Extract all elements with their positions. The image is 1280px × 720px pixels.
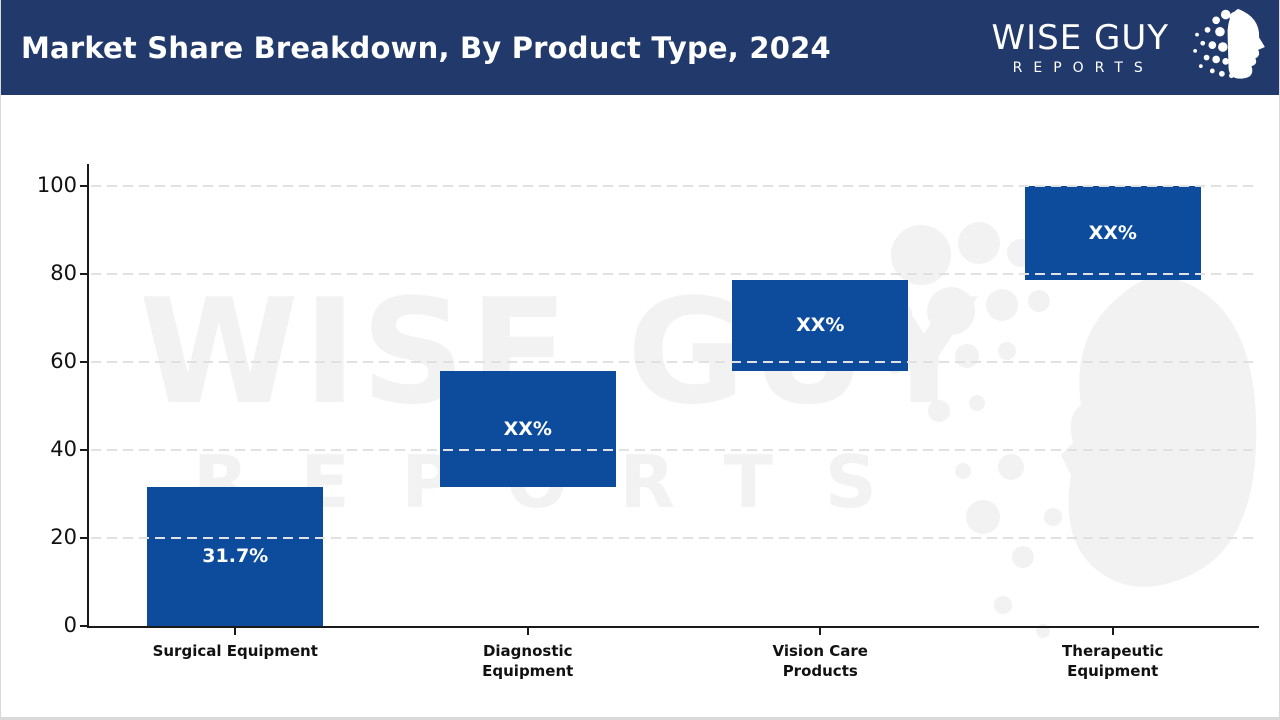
y-tick-mark — [80, 625, 87, 627]
gridline — [91, 537, 1259, 539]
bar-value-label: XX% — [796, 314, 845, 337]
chart-bar — [732, 280, 909, 371]
x-tick-mark — [819, 628, 822, 635]
y-tick-mark — [80, 537, 87, 539]
x-tick-mark — [1111, 628, 1114, 635]
x-axis-line — [87, 626, 1259, 628]
bar-value-label: XX% — [503, 417, 552, 440]
gridline — [91, 449, 1259, 451]
y-tick-mark — [80, 273, 87, 275]
x-axis-category-label: Vision Care Products — [772, 642, 868, 681]
y-tick-mark — [80, 361, 87, 363]
chart-title: Market Share Breakdown, By Product Type,… — [21, 30, 831, 65]
y-tick-mark — [80, 185, 87, 187]
gridline — [91, 361, 1259, 363]
y-axis-tick-label: 60 — [50, 349, 77, 373]
x-tick-mark — [234, 628, 237, 635]
x-tick-mark — [526, 628, 529, 635]
logo-text: WISE GUY REPORTS — [991, 21, 1169, 75]
logo-head-icon — [1193, 8, 1265, 79]
y-axis-tick-label: 20 — [50, 525, 77, 549]
y-axis-line — [87, 164, 89, 628]
chart-bar — [1024, 186, 1201, 281]
header-band: Market Share Breakdown, By Product Type,… — [1, 0, 1279, 95]
y-axis-tick-label: 80 — [50, 261, 77, 285]
y-axis-tick-label: 0 — [63, 613, 77, 637]
wise-guy-logo: WISE GUY REPORTS — [991, 5, 1267, 91]
y-axis-tick-label: 100 — [36, 173, 77, 197]
x-axis-category-label: Diagnostic Equipment — [482, 642, 574, 681]
y-tick-mark — [80, 449, 87, 451]
y-axis-tick-label: 40 — [50, 437, 77, 461]
logo-wordmark: WISE GUY — [991, 17, 1169, 58]
logo-subtitle: REPORTS — [1012, 59, 1154, 76]
watermark-head-icon — [888, 222, 1257, 638]
bar-value-label: XX% — [1088, 222, 1137, 245]
x-axis-category-label: Surgical Equipment — [152, 642, 318, 660]
chart-bar — [147, 486, 324, 626]
chart-bar — [439, 370, 616, 487]
gridline — [91, 273, 1259, 275]
gridline — [91, 185, 1259, 187]
bar-value-label: 31.7% — [202, 545, 269, 568]
x-axis-category-label: Therapeutic Equipment — [1062, 642, 1164, 681]
